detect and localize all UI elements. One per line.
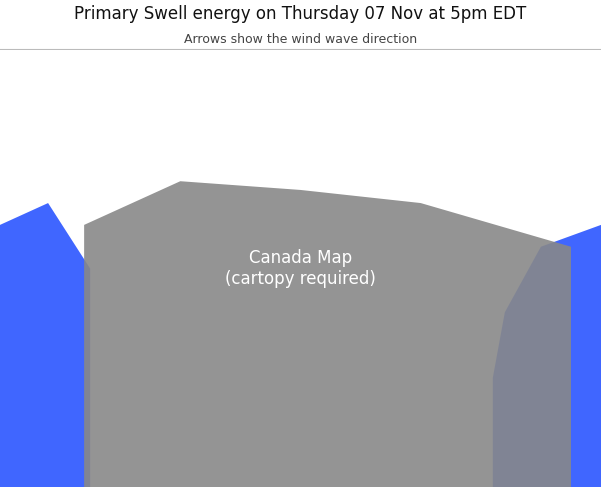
Polygon shape (84, 181, 571, 487)
Polygon shape (0, 203, 90, 487)
Text: Arrows show the wind wave direction: Arrows show the wind wave direction (184, 33, 417, 46)
Polygon shape (493, 225, 601, 487)
Text: Canada Map
(cartopy required): Canada Map (cartopy required) (225, 249, 376, 288)
Text: Primary Swell energy on Thursday 07 Nov at 5pm EDT: Primary Swell energy on Thursday 07 Nov … (75, 5, 526, 23)
